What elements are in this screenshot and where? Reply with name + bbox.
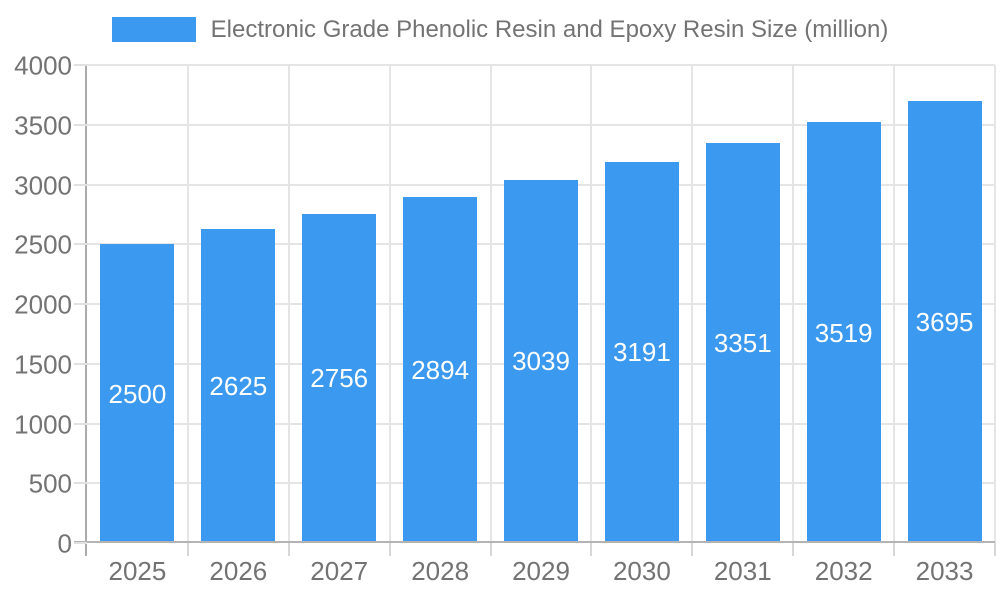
v-gridline (792, 65, 795, 543)
y-axis-tick-label: 3500 (14, 110, 72, 141)
bar-value-label: 2625 (209, 371, 268, 402)
y-axis-tick (74, 123, 87, 126)
y-axis-tick-label: 500 (28, 468, 72, 499)
bar[interactable]: 3191 (604, 161, 679, 543)
bar-value-label: 2894 (411, 355, 470, 386)
bar[interactable]: 2894 (403, 197, 478, 543)
bar[interactable]: 2756 (302, 213, 377, 543)
y-axis-tick (74, 542, 87, 544)
y-axis-line (85, 65, 87, 556)
x-axis-tick (994, 543, 996, 556)
y-axis-tick (74, 303, 87, 305)
bar[interactable]: 3695 (907, 101, 982, 543)
v-gridline (691, 65, 694, 543)
bar-value-label: 3039 (512, 346, 570, 377)
x-axis-tick (893, 543, 896, 556)
plot-area: 2500 2625 2756 2894 3039 3191 3351 3519 3695 (87, 64, 996, 543)
v-gridline (994, 65, 996, 543)
y-axis-tick-label: 2500 (14, 229, 72, 260)
x-axis-tick (792, 543, 795, 556)
x-axis-line (74, 541, 995, 543)
bar-value-label: 3351 (713, 327, 772, 358)
bar[interactable]: 3039 (504, 179, 578, 543)
y-axis-tick-label: 2000 (14, 289, 72, 320)
bar[interactable]: 3519 (806, 122, 881, 543)
x-axis-tick-label: 2031 (713, 556, 772, 586)
x-axis-tick (287, 543, 290, 556)
bar-value-label: 2756 (310, 363, 369, 394)
h-gridline (87, 123, 995, 126)
y-axis-tick-label: 1500 (14, 349, 72, 380)
legend-swatch-icon (111, 17, 196, 42)
bar-value-label: 2500 (108, 378, 167, 409)
y-axis-tick (74, 183, 87, 186)
bar-value-label: 3519 (814, 317, 873, 348)
bar[interactable]: 2625 (201, 229, 276, 543)
x-axis-tick (590, 543, 593, 556)
chart-legend[interactable]: Electronic Grade Phenolic Resin and Epox… (0, 16, 1000, 43)
v-gridline (893, 65, 896, 543)
x-axis-tick (186, 543, 189, 556)
x-axis-tick-label: 2027 (310, 556, 369, 586)
x-axis-tick-label: 2033 (915, 556, 974, 586)
x-axis-tick-label: 2026 (209, 556, 268, 586)
x-axis-tick-label: 2028 (411, 556, 470, 586)
x-axis-tick-label: 2029 (512, 556, 570, 586)
v-gridline (388, 65, 391, 543)
bar[interactable]: 3351 (705, 142, 780, 543)
y-axis-tick-label: 0 (57, 528, 72, 559)
y-axis-tick (74, 243, 87, 246)
v-gridline (287, 65, 290, 543)
y-axis-tick (74, 64, 87, 66)
v-gridline (590, 65, 593, 543)
y-axis-tick (74, 422, 87, 425)
x-axis-tick (691, 543, 694, 556)
y-axis-tick (74, 362, 87, 365)
h-gridline (87, 64, 995, 66)
legend-label: Electronic Grade Phenolic Resin and Epox… (210, 16, 889, 43)
bar-value-label: 3695 (915, 307, 974, 338)
y-axis-tick-label: 4000 (14, 50, 72, 81)
x-axis-tick-label: 2032 (814, 556, 873, 586)
x-axis-tick (388, 543, 391, 556)
x-axis-tick-label: 2025 (108, 556, 167, 586)
bar-value-label: 3191 (612, 337, 671, 368)
y-axis-tick (74, 482, 87, 485)
x-axis-tick-label: 2030 (612, 556, 671, 586)
bar[interactable]: 2500 (100, 244, 175, 543)
v-gridline (489, 65, 492, 543)
y-axis-tick-label: 3000 (14, 170, 72, 200)
y-axis-tick-label: 1000 (14, 409, 72, 439)
v-gridline (186, 65, 189, 543)
x-axis-tick (489, 543, 492, 556)
